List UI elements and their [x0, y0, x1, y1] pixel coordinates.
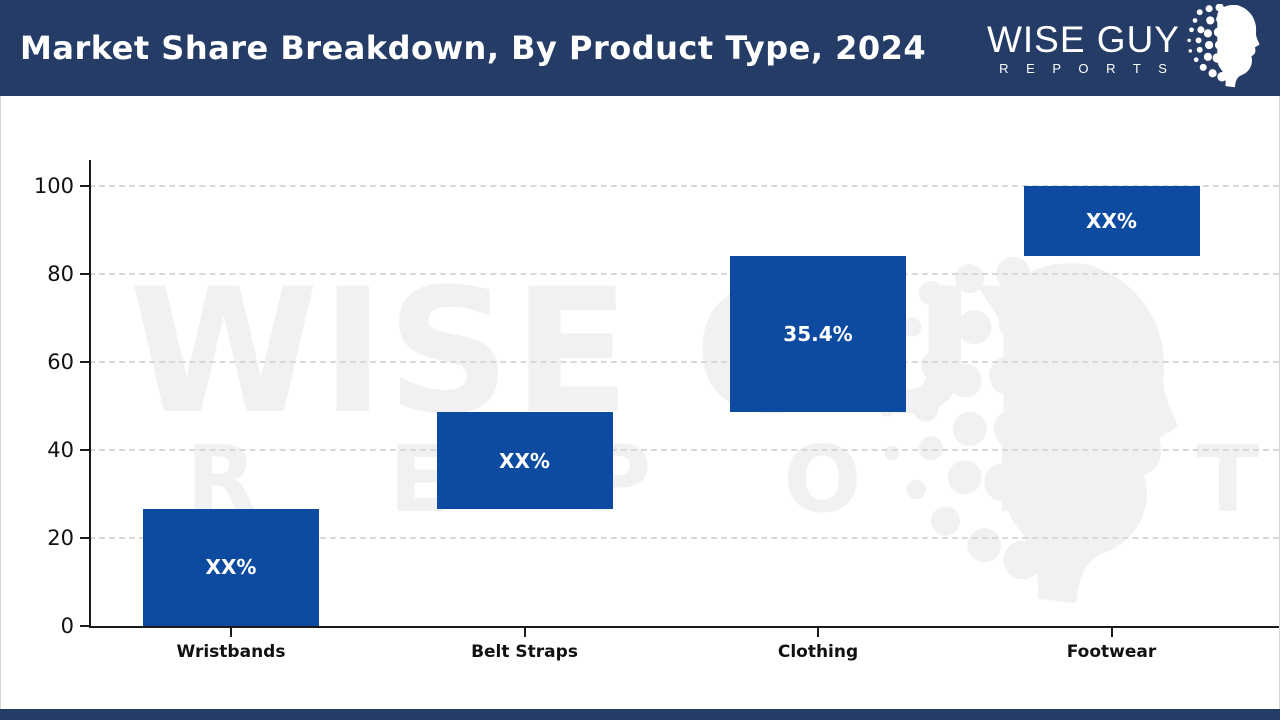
- y-tick-label: 80: [47, 262, 74, 286]
- x-tick-label: Belt Straps: [471, 642, 578, 662]
- x-tick-label: Wristbands: [176, 642, 286, 662]
- logo-head-icon: [1187, 4, 1260, 88]
- y-tick-20: [80, 537, 89, 539]
- gridline-60: [89, 361, 1279, 363]
- x-tick-label: Footwear: [1066, 642, 1157, 662]
- gridline-20: [89, 537, 1279, 539]
- x-tick-1: [523, 628, 526, 637]
- y-tick-60: [80, 361, 89, 363]
- x-axis-spine: [89, 626, 1279, 628]
- bar-clothing: 35.4%: [730, 256, 906, 413]
- watermark-head-icon: [879, 256, 1179, 604]
- logo-wordmark: WISE GUY: [986, 19, 1180, 60]
- bar-value-label: 35.4%: [783, 322, 853, 347]
- y-tick-label: 60: [47, 350, 74, 374]
- logo-text: WISE GUY R E P O R T S: [987, 21, 1180, 75]
- chart-title: Market Share Breakdown, By Product Type,…: [20, 29, 927, 67]
- y-tick-label: 20: [47, 526, 74, 550]
- bar-value-label: XX%: [499, 448, 550, 473]
- y-tick-label: 40: [47, 438, 74, 462]
- chart-area: WISE GUY R E P O R T S 020406080100XX%XX…: [0, 96, 1280, 709]
- x-tick-0: [230, 628, 232, 637]
- gridline-40: [89, 449, 1279, 451]
- gridline-80: [89, 273, 1279, 275]
- y-tick-100: [80, 185, 89, 187]
- header-bar: Market Share Breakdown, By Product Type,…: [0, 0, 1280, 96]
- bar-footwear: XX%: [1023, 186, 1200, 257]
- bar-belt-straps: XX%: [436, 412, 613, 509]
- logo-subtitle: R E P O R T S: [999, 61, 1174, 76]
- gridline-100: [89, 185, 1279, 187]
- y-axis-spine: [89, 160, 91, 628]
- bar-value-label: XX%: [205, 555, 257, 580]
- footer-bar: [0, 709, 1280, 720]
- y-tick-40: [80, 449, 89, 451]
- bar-wristbands: XX%: [143, 508, 319, 626]
- x-tick-2: [817, 628, 819, 637]
- y-tick-label: 0: [60, 614, 74, 638]
- bar-value-label: XX%: [1086, 209, 1137, 234]
- x-tick-label: Clothing: [777, 642, 859, 662]
- y-tick-80: [80, 273, 89, 275]
- x-tick-3: [1110, 628, 1113, 637]
- y-tick-label: 100: [33, 174, 74, 198]
- wiseguy-logo: WISE GUY R E P O R T S: [987, 4, 1280, 92]
- y-tick-0: [80, 625, 89, 627]
